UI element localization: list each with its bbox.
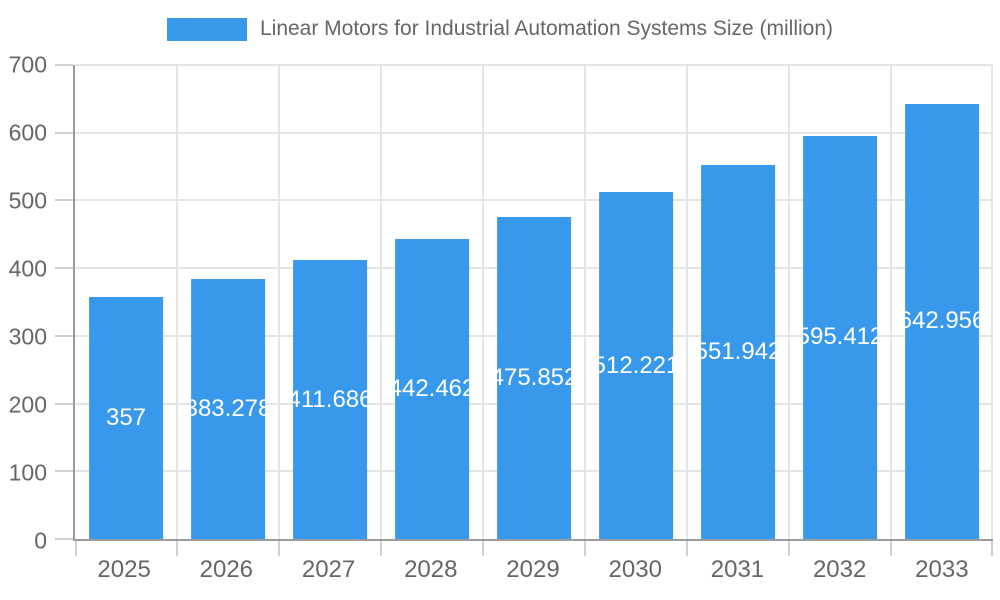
bar-2032[interactable]: 595.412 bbox=[803, 135, 877, 539]
v-gridline bbox=[889, 65, 892, 539]
x-tick-label-2028: 2028 bbox=[404, 556, 458, 583]
v-gridline bbox=[685, 65, 688, 539]
x-tick-mark bbox=[277, 541, 280, 556]
bar-2027[interactable]: 411.686 bbox=[293, 260, 367, 539]
x-tick-label-2027: 2027 bbox=[301, 556, 356, 583]
y-tick-label: 700 bbox=[8, 51, 47, 78]
x-tick-mark bbox=[889, 541, 892, 556]
y-tick-label: 300 bbox=[8, 323, 47, 350]
v-gridline bbox=[379, 65, 382, 539]
bar-2028[interactable]: 442.462 bbox=[395, 239, 469, 539]
bar-2030[interactable]: 512.221 bbox=[599, 192, 673, 539]
bar-2026[interactable]: 383.278 bbox=[191, 279, 265, 539]
x-tick-label-2025: 2025 bbox=[97, 556, 151, 583]
y-tick-label: 600 bbox=[8, 119, 47, 146]
v-gridline bbox=[277, 65, 280, 539]
y-tick-mark bbox=[55, 334, 73, 337]
bar-2029[interactable]: 475.852 bbox=[497, 216, 571, 539]
bar-value-label: 357 bbox=[105, 404, 147, 432]
x-tick-mark bbox=[685, 541, 688, 556]
y-tick-mark bbox=[55, 538, 73, 540]
h-gridline bbox=[75, 131, 993, 134]
bar-value-label: 411.686 bbox=[293, 385, 367, 413]
y-tick-label: 100 bbox=[8, 459, 47, 486]
x-tick-mark bbox=[379, 541, 382, 556]
x-tick-label-2030: 2030 bbox=[608, 556, 662, 583]
y-tick-mark bbox=[55, 267, 73, 270]
v-gridline bbox=[991, 65, 993, 539]
x-tick-mark bbox=[175, 541, 178, 556]
legend-label: Linear Motors for Industrial Automation … bbox=[259, 17, 834, 40]
bar-2025[interactable]: 357 bbox=[89, 297, 163, 539]
x-tick-label-2031: 2031 bbox=[710, 556, 765, 583]
bar-value-label: 512.221 bbox=[599, 351, 673, 379]
bar-value-label: 442.462 bbox=[395, 375, 469, 403]
bar-2031[interactable]: 551.942 bbox=[701, 165, 775, 539]
v-gridline bbox=[175, 65, 178, 539]
x-tick-label-2026: 2026 bbox=[199, 556, 254, 583]
x-tick-mark bbox=[788, 541, 790, 556]
v-gridline bbox=[788, 65, 790, 539]
bar-value-label: 383.278 bbox=[191, 395, 265, 423]
x-tick-mark bbox=[75, 541, 77, 556]
x-axis-labels: 2025 2026 2027 2028 2029 2030 2031 2032 2033 bbox=[73, 558, 993, 588]
x-tick-label-2029: 2029 bbox=[506, 556, 560, 583]
h-gridline bbox=[75, 64, 993, 66]
x-tick-mark bbox=[991, 541, 993, 556]
y-tick-label: 500 bbox=[8, 187, 47, 214]
x-tick-mark bbox=[584, 541, 586, 556]
y-axis-labels: 0 100 200 300 400 500 600 700 bbox=[0, 53, 47, 552]
plot-area: 357 383.278 411.686 442.462 475.852 512.221 55… bbox=[55, 64, 993, 556]
h-gridline bbox=[75, 199, 993, 202]
x-tick-label-2032: 2032 bbox=[812, 556, 867, 583]
y-tick-mark bbox=[55, 470, 73, 473]
y-tick-mark bbox=[55, 402, 73, 405]
y-tick-mark bbox=[55, 131, 73, 134]
bar-value-label: 595.412 bbox=[803, 323, 877, 351]
y-tick-label: 200 bbox=[8, 391, 47, 418]
y-tick-label: 400 bbox=[8, 255, 47, 282]
legend-swatch bbox=[166, 17, 247, 41]
v-gridline bbox=[481, 65, 484, 539]
x-tick-mark bbox=[481, 541, 484, 556]
bar-2033[interactable]: 642.956 bbox=[905, 103, 979, 539]
bar-value-label: 551.942 bbox=[701, 338, 775, 366]
y-tick-mark bbox=[55, 199, 73, 202]
bar-value-label: 642.956 bbox=[905, 307, 979, 335]
y-tick-label: 0 bbox=[34, 527, 47, 554]
legend[interactable]: Linear Motors for Industrial Automation … bbox=[0, 17, 1000, 41]
x-tick-label-2033: 2033 bbox=[915, 556, 969, 583]
y-tick-mark bbox=[55, 64, 73, 66]
v-gridline bbox=[584, 65, 586, 539]
bar-value-label: 475.852 bbox=[497, 363, 571, 391]
